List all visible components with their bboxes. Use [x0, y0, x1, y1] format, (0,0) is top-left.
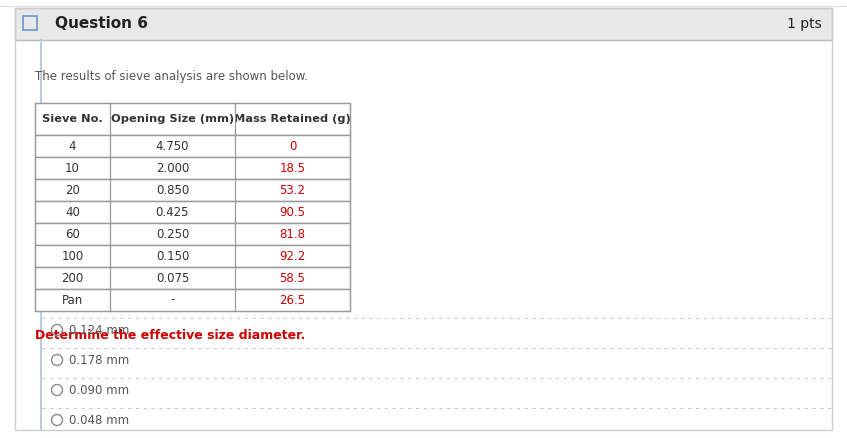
Bar — [35, 157, 350, 179]
Text: 10: 10 — [65, 162, 80, 174]
Bar — [35, 245, 350, 267]
Text: 0.124 mm: 0.124 mm — [69, 324, 130, 336]
Text: 53.2: 53.2 — [280, 184, 306, 197]
Text: Determine the effective size diameter.: Determine the effective size diameter. — [35, 329, 305, 342]
Text: 81.8: 81.8 — [280, 227, 306, 240]
Bar — [15, 8, 832, 40]
Bar — [35, 135, 350, 157]
Text: Mass Retained (g): Mass Retained (g) — [234, 114, 351, 124]
Text: 90.5: 90.5 — [280, 205, 306, 219]
Bar — [35, 201, 350, 223]
Text: 0.048 mm: 0.048 mm — [69, 413, 129, 427]
Text: 26.5: 26.5 — [280, 293, 306, 307]
Text: 2.000: 2.000 — [156, 162, 189, 174]
Text: 4.750: 4.750 — [156, 139, 189, 152]
Bar — [23, 16, 37, 30]
Bar — [35, 179, 350, 201]
Text: 20: 20 — [65, 184, 80, 197]
Text: 200: 200 — [61, 272, 84, 285]
Text: 1 pts: 1 pts — [787, 17, 822, 31]
Text: Question 6: Question 6 — [55, 17, 148, 32]
Text: 0.075: 0.075 — [156, 272, 189, 285]
Bar — [35, 103, 350, 135]
Text: -: - — [170, 293, 174, 307]
Text: 0.850: 0.850 — [156, 184, 189, 197]
Text: 60: 60 — [65, 227, 80, 240]
Text: 58.5: 58.5 — [280, 272, 306, 285]
Text: 0.150: 0.150 — [156, 250, 189, 262]
Text: 0.090 mm: 0.090 mm — [69, 384, 129, 396]
Text: Pan: Pan — [62, 293, 83, 307]
Text: 0.425: 0.425 — [156, 205, 189, 219]
Text: 92.2: 92.2 — [280, 250, 306, 262]
Text: Sieve No.: Sieve No. — [42, 114, 102, 124]
Bar — [35, 289, 350, 311]
Bar — [35, 223, 350, 245]
Text: 18.5: 18.5 — [280, 162, 306, 174]
Text: Opening Size (mm): Opening Size (mm) — [111, 114, 234, 124]
Bar — [35, 267, 350, 289]
Text: 4: 4 — [69, 139, 76, 152]
Text: 0.178 mm: 0.178 mm — [69, 353, 130, 367]
Text: 100: 100 — [61, 250, 84, 262]
Text: 40: 40 — [65, 205, 80, 219]
Text: 0: 0 — [289, 139, 296, 152]
Text: 0.250: 0.250 — [156, 227, 189, 240]
Text: The results of sieve analysis are shown below.: The results of sieve analysis are shown … — [35, 70, 308, 83]
